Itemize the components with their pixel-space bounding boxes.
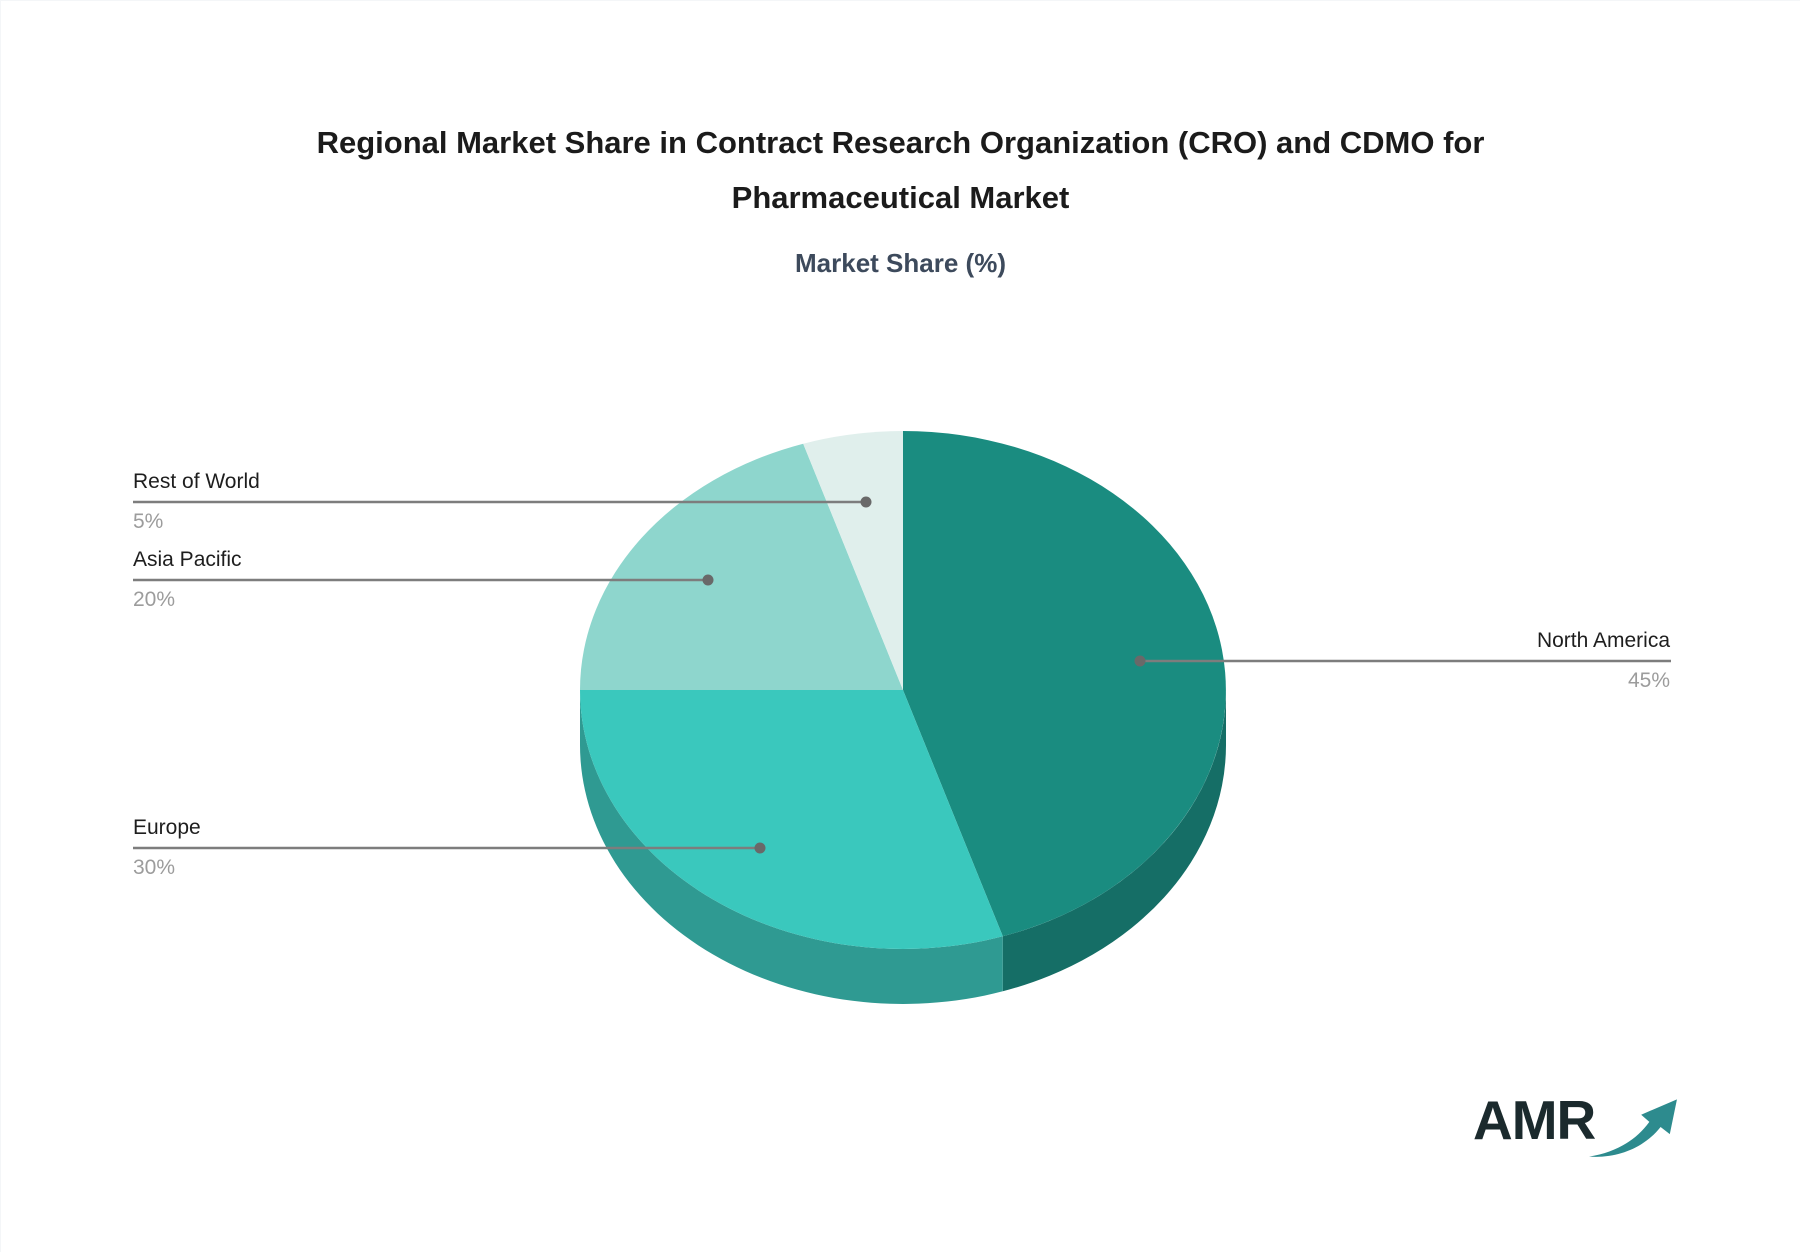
pie-rim-north-america <box>1002 690 1226 992</box>
pie-slice-europe[interactable] <box>580 690 1003 949</box>
callout-north-america: North America <box>1537 628 1670 654</box>
slice-percent: 20% <box>133 588 176 611</box>
chart-title-line1: Regional Market Share in Contract Resear… <box>316 125 1485 160</box>
callout-north-america-pct: 45% <box>1628 668 1670 694</box>
leader-dot-rest-of-world <box>860 496 872 508</box>
leader-dot-asia-pacific <box>702 574 714 586</box>
callout-europe: Europe <box>133 815 201 841</box>
callout-asia-pacific-pct: 20% <box>133 587 175 613</box>
chart-title-line2: Pharmaceutical Market <box>731 180 1070 215</box>
slice-label: Europe <box>133 816 201 839</box>
amr-logo: AMR <box>1473 1091 1679 1161</box>
slice-percent: 45% <box>1627 669 1670 692</box>
amr-logo-text: AMR <box>1473 1089 1596 1151</box>
chart-title: Regional Market Share in Contract Resear… <box>1 115 1800 225</box>
pie-slice-rest-of-world[interactable] <box>803 431 903 690</box>
callout-europe-pct: 30% <box>133 855 175 881</box>
slice-label: Asia Pacific <box>133 548 242 571</box>
pie-rim-europe <box>580 690 1003 1004</box>
pie-slice-asia-pacific[interactable] <box>580 443 903 690</box>
slice-percent: 30% <box>133 856 176 879</box>
callout-rest-of-world: Rest of World <box>133 469 260 495</box>
slice-label: North America <box>1536 629 1670 652</box>
pie-slice-north-america[interactable] <box>903 431 1226 937</box>
leader-dot-europe <box>754 842 766 854</box>
slice-percent: 5% <box>133 510 164 533</box>
leader-dot-north-america <box>1134 655 1146 667</box>
slice-label: Rest of World <box>133 470 260 493</box>
callout-rest-of-world-pct: 5% <box>133 509 163 535</box>
callout-asia-pacific: Asia Pacific <box>133 547 242 573</box>
chart-subtitle: Market Share (%) <box>795 248 1006 278</box>
growth-arrow-icon <box>1589 1099 1678 1157</box>
